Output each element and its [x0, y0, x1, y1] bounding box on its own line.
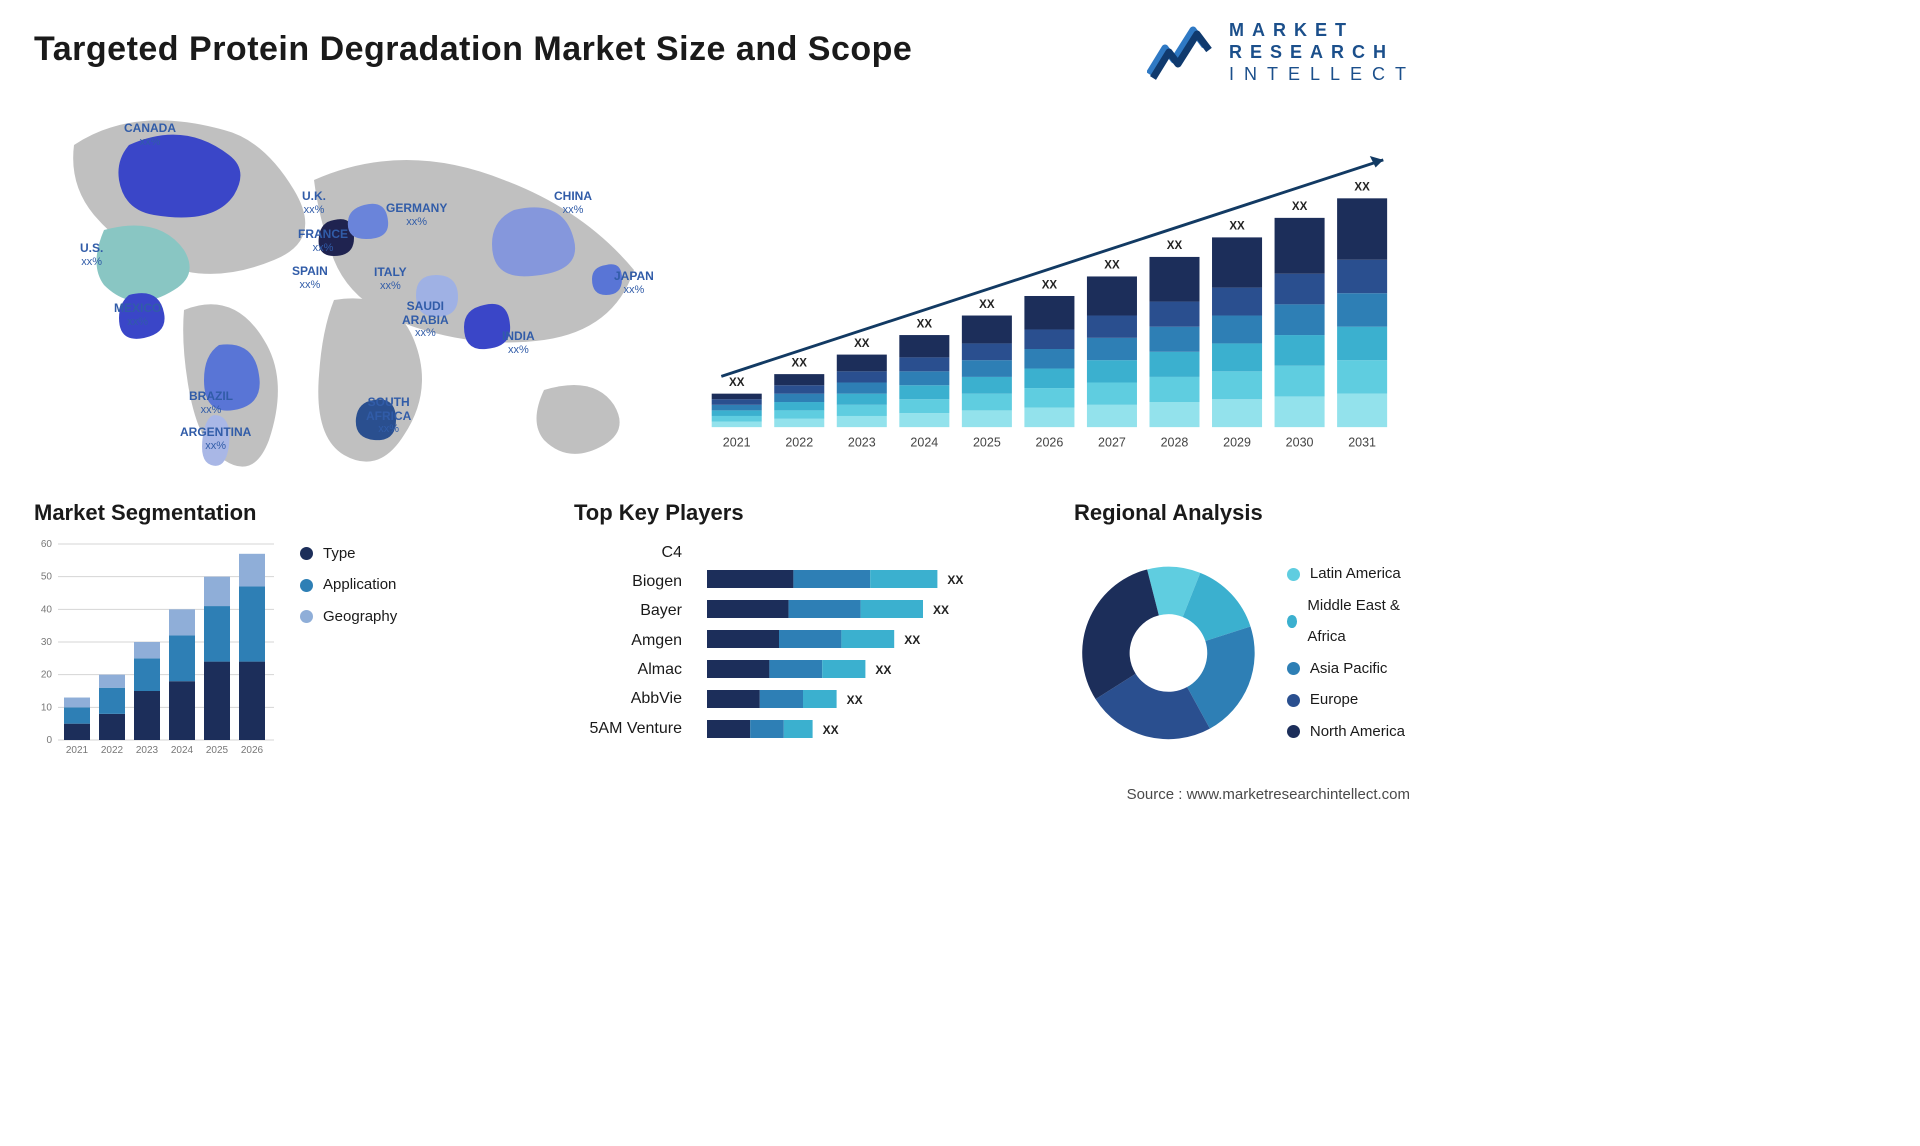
- svg-text:XX: XX: [933, 603, 949, 617]
- player-label: C4: [574, 538, 682, 567]
- logo-mark-icon: [1147, 24, 1217, 82]
- map-label-germany: GERMANYxx%: [386, 202, 447, 228]
- svg-text:2021: 2021: [723, 435, 751, 449]
- source-label: Source : www.marketresearchintellect.com: [34, 786, 1416, 803]
- svg-text:2030: 2030: [1286, 435, 1314, 449]
- regional-donut-chart: [1074, 538, 1263, 768]
- map-label-u-k-: U.K.xx%: [302, 190, 326, 216]
- svg-text:20: 20: [41, 670, 53, 681]
- page-title: Targeted Protein Degradation Market Size…: [34, 30, 912, 69]
- map-label-saudi-arabia: SAUDIARABIAxx%: [402, 300, 449, 340]
- svg-text:0: 0: [46, 735, 52, 746]
- legend-item-application: Application: [300, 569, 397, 601]
- map-label-spain: SPAINxx%: [292, 265, 328, 291]
- players-chart: XX XX XX XX XX XX: [700, 538, 1034, 744]
- svg-text:2023: 2023: [848, 435, 876, 449]
- svg-text:2025: 2025: [973, 435, 1001, 449]
- svg-text:2026: 2026: [1036, 435, 1064, 449]
- svg-text:2025: 2025: [206, 745, 229, 756]
- svg-text:XX: XX: [1104, 260, 1120, 272]
- svg-text:XX: XX: [1167, 240, 1183, 252]
- map-label-italy: ITALYxx%: [374, 266, 407, 292]
- svg-text:XX: XX: [1229, 221, 1245, 233]
- svg-text:XX: XX: [854, 338, 870, 350]
- svg-text:XX: XX: [1292, 201, 1308, 213]
- player-label: Almac: [574, 655, 682, 684]
- svg-text:XX: XX: [792, 357, 808, 369]
- map-label-france: FRANCExx%: [298, 228, 348, 254]
- map-label-japan: JAPANxx%: [614, 270, 654, 296]
- map-label-u-s-: U.S.xx%: [80, 242, 103, 268]
- logo-line2: RESEARCH: [1229, 42, 1416, 64]
- svg-text:10: 10: [41, 702, 53, 713]
- svg-text:2024: 2024: [171, 745, 194, 756]
- map-label-india: INDIAxx%: [502, 330, 535, 356]
- legend-item-middle-east-africa: Middle East & Africa: [1287, 590, 1416, 653]
- players-labels: C4BiogenBayerAmgenAlmacAbbVie5AM Venture: [574, 538, 682, 744]
- svg-text:60: 60: [41, 539, 53, 550]
- svg-text:XX: XX: [1042, 279, 1058, 291]
- svg-text:2023: 2023: [136, 745, 159, 756]
- player-label: AbbVie: [574, 684, 682, 713]
- svg-text:XX: XX: [875, 663, 891, 677]
- regional-title: Regional Analysis: [1074, 500, 1416, 526]
- svg-text:XX: XX: [1354, 181, 1370, 193]
- svg-text:2028: 2028: [1161, 435, 1189, 449]
- svg-text:XX: XX: [823, 723, 839, 737]
- svg-text:30: 30: [41, 637, 53, 648]
- svg-text:2029: 2029: [1223, 435, 1251, 449]
- svg-text:XX: XX: [847, 693, 863, 707]
- segmentation-legend: TypeApplicationGeography: [300, 538, 397, 758]
- world-map: CANADAxx% U.S.xx% MEXICOxx% BRAZILxx% ARGENT…: [34, 100, 674, 470]
- svg-text:2022: 2022: [785, 435, 813, 449]
- map-label-china: CHINAxx%: [554, 190, 592, 216]
- svg-text:XX: XX: [729, 377, 745, 389]
- segmentation-chart: 0 10 20 30 40 50 60 2021 2022 2023 2024 2025 2026: [34, 538, 274, 758]
- segmentation-title: Market Segmentation: [34, 500, 534, 526]
- map-label-canada: CANADAxx%: [124, 122, 176, 148]
- svg-text:40: 40: [41, 604, 53, 615]
- legend-item-geography: Geography: [300, 601, 397, 633]
- map-label-brazil: BRAZILxx%: [189, 390, 233, 416]
- map-label-south-africa: SOUTHAFRICAxx%: [366, 396, 411, 436]
- svg-text:50: 50: [41, 572, 53, 583]
- legend-item-latin-america: Latin America: [1287, 558, 1416, 590]
- map-label-mexico: MEXICOxx%: [114, 302, 161, 328]
- svg-text:XX: XX: [904, 633, 920, 647]
- svg-text:XX: XX: [979, 299, 995, 311]
- map-label-argentina: ARGENTINAxx%: [180, 426, 251, 452]
- svg-text:2024: 2024: [910, 435, 938, 449]
- legend-item-europe: Europe: [1287, 684, 1416, 716]
- svg-text:2022: 2022: [101, 745, 124, 756]
- svg-text:XX: XX: [947, 573, 963, 587]
- regional-legend: Latin AmericaMiddle East & AfricaAsia Pa…: [1287, 558, 1416, 747]
- player-label: Amgen: [574, 626, 682, 655]
- player-label: Biogen: [574, 567, 682, 596]
- legend-item-type: Type: [300, 538, 397, 570]
- legend-item-north-america: North America: [1287, 716, 1416, 748]
- player-label: 5AM Venture: [574, 714, 682, 743]
- player-label: Bayer: [574, 596, 682, 625]
- legend-item-asia-pacific: Asia Pacific: [1287, 653, 1416, 685]
- brand-logo: MARKET RESEARCH INTELLECT: [1147, 20, 1416, 86]
- logo-line3: INTELLECT: [1229, 64, 1416, 86]
- forecast-chart: XX 2021 XX 2022 XX 2023 XX 2024 XX 2025 XX 2026 XX 20…: [704, 100, 1416, 470]
- svg-text:2031: 2031: [1348, 435, 1376, 449]
- players-title: Top Key Players: [574, 500, 1034, 526]
- logo-line1: MARKET: [1229, 20, 1416, 42]
- svg-text:2026: 2026: [241, 745, 264, 756]
- svg-text:2027: 2027: [1098, 435, 1126, 449]
- svg-text:2021: 2021: [66, 745, 89, 756]
- svg-text:XX: XX: [917, 318, 933, 330]
